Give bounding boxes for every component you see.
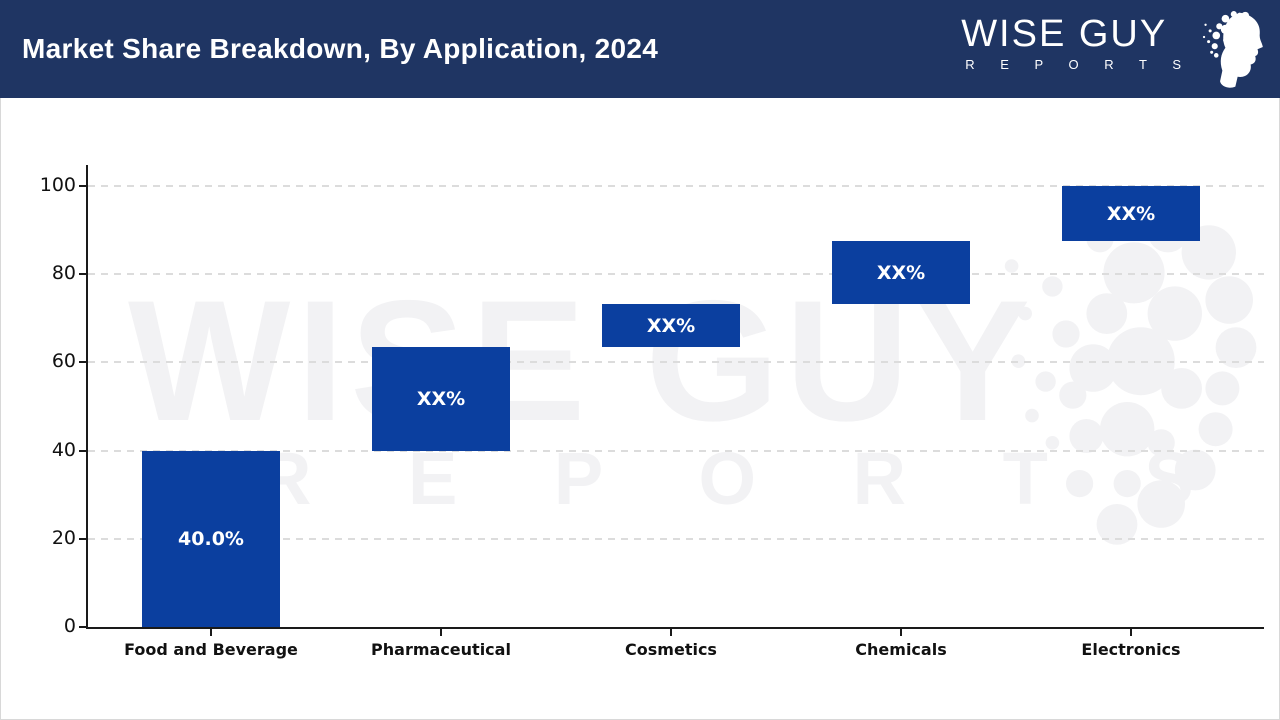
- y-tick-80: [79, 273, 87, 276]
- y-axis-tick-label: 0: [63, 615, 76, 637]
- x-axis-line: [86, 627, 1264, 629]
- y-tick-20: [79, 537, 87, 540]
- x-tick-2: [670, 629, 672, 636]
- y-axis-tick-label: 100: [39, 174, 76, 196]
- y-axis-tick-label: 80: [51, 262, 76, 285]
- gridline-100: [88, 185, 1264, 187]
- x-tick-4: [1130, 629, 1132, 636]
- x-axis-category-label: Pharmaceutical: [371, 640, 511, 659]
- logo-wiseguy-text: WISE GUY: [961, 13, 1168, 55]
- y-axis-tick-label: 20: [51, 526, 76, 549]
- x-tick-1: [440, 629, 442, 636]
- bar-value-label: XX%: [416, 387, 466, 410]
- bar-food-and-beverage: 40.0%: [142, 450, 280, 627]
- bar-chemicals: XX%: [832, 241, 970, 305]
- bar-value-label: XX%: [646, 314, 696, 337]
- watermark-face-dots-graphic: [1004, 211, 1257, 545]
- x-tick-3: [900, 629, 902, 636]
- y-axis-tick-label: 40: [51, 438, 76, 461]
- y-axis-line: [86, 165, 88, 627]
- wise-guy-logo: WISE GUY R E P O R T S: [961, 14, 1192, 72]
- bar-cosmetics: XX%: [602, 304, 740, 347]
- x-axis-category-label: Chemicals: [855, 640, 947, 659]
- x-axis-category-label: Electronics: [1081, 640, 1181, 659]
- bar-pharmaceutical: XX%: [372, 346, 510, 451]
- x-tick-0: [210, 629, 212, 636]
- gridline-40: [88, 449, 1264, 452]
- y-axis-tick-label: 60: [51, 350, 76, 373]
- y-tick-60: [79, 361, 87, 364]
- y-tick-40: [79, 449, 87, 452]
- chart-plot-area: 0 20 40 60 80 100 40.0% Food and Beverage XX% Pha…: [0, 98, 1280, 720]
- bar-value-label: XX%: [876, 261, 926, 284]
- page-title: Market Share Breakdown, By Application, …: [22, 33, 659, 64]
- gridline-60: [88, 361, 1264, 364]
- gridline-80: [88, 273, 1264, 276]
- logo-reports-text: R E P O R T S: [965, 57, 1192, 72]
- y-tick-100: [79, 185, 87, 187]
- y-tick-0: [79, 626, 87, 628]
- header-bar: Market Share Breakdown, By Application, …: [0, 0, 1280, 98]
- x-axis-category-label: Cosmetics: [625, 640, 717, 659]
- bar-electronics: XX%: [1062, 186, 1200, 242]
- bar-value-label: XX%: [1106, 202, 1156, 225]
- bar-value-label: 40.0%: [178, 527, 244, 550]
- wise-guy-face-icon: [1202, 11, 1263, 88]
- gridline-20: [88, 537, 1264, 540]
- x-axis-category-label: Food and Beverage: [124, 640, 298, 659]
